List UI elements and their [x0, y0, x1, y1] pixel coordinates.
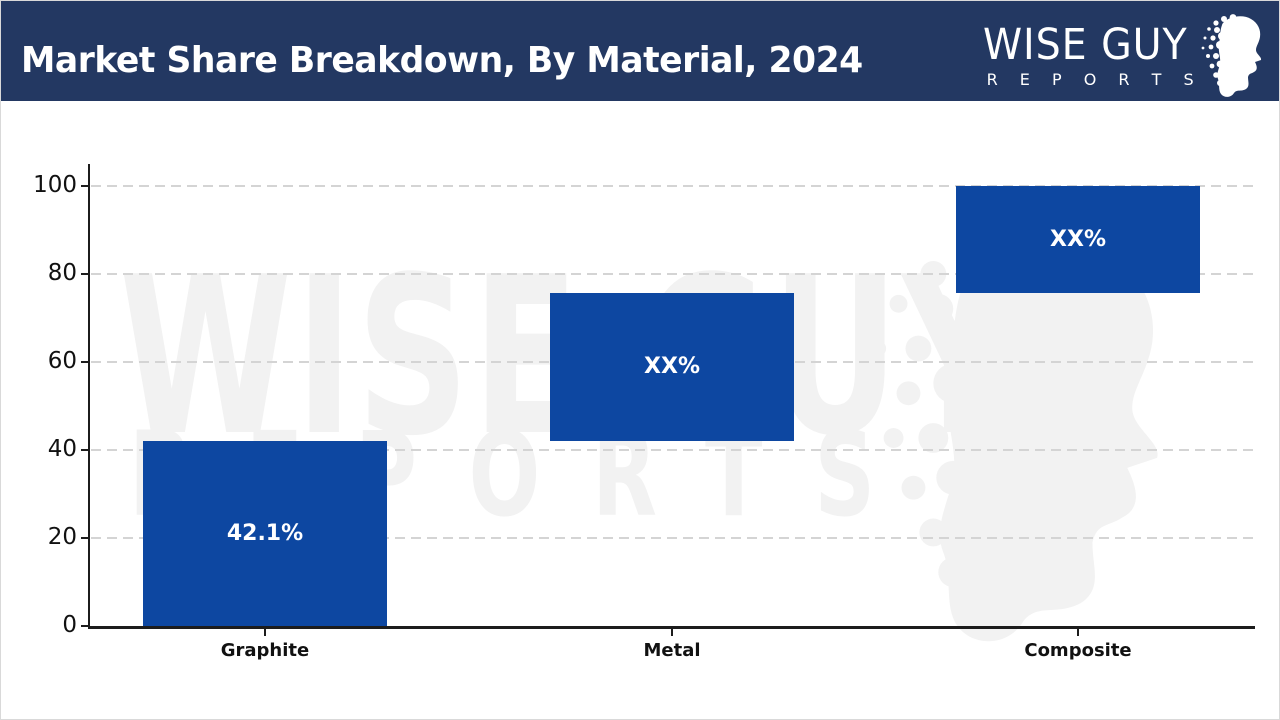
y-axis-line [88, 164, 90, 629]
x-tick-mark [1077, 629, 1079, 636]
x-tick-label: Graphite [220, 640, 310, 661]
brand-wordmark: WISE GUY R E P O R T S [982, 19, 1205, 89]
x-tick-label: Metal [643, 640, 701, 661]
bar-metal: XX% [550, 292, 794, 441]
bar-graphite: 42.1% [143, 440, 387, 626]
gridline [91, 449, 1254, 451]
y-tick-label: 0 [62, 612, 77, 638]
gridline [91, 273, 1254, 275]
y-tick-label: 60 [47, 348, 77, 374]
y-tick-mark [81, 273, 88, 275]
y-tick-label: 20 [47, 524, 77, 550]
y-tick-mark [81, 449, 88, 451]
y-tick-mark [81, 537, 88, 539]
x-tick-mark [264, 629, 266, 636]
bar-value-label: XX% [1050, 226, 1106, 252]
chart-area: WISE GUY REPORTS 0 20 40 60 80 100 42.1% Graphi… [1, 101, 1279, 719]
logo-head-icon [1201, 14, 1262, 97]
brand-logo: WISE GUY R E P O R T S [983, 14, 1267, 98]
gridline [91, 185, 1254, 187]
header-bar: Market Share Breakdown, By Material, 202… [1, 1, 1279, 101]
y-tick-mark [81, 625, 88, 627]
x-tick-mark [671, 629, 673, 636]
bar-composite: XX% [956, 186, 1200, 293]
y-tick-mark [81, 361, 88, 363]
logo-subtitle-text: R E P O R T S [986, 69, 1203, 89]
bar-value-label: XX% [644, 354, 700, 380]
bar-value-label: 42.1% [226, 520, 304, 546]
x-axis-line [88, 626, 1255, 629]
x-tick-label: Composite [1024, 640, 1132, 661]
y-tick-mark [81, 185, 88, 187]
logo-title-text: WISE GUY [982, 19, 1188, 70]
y-tick-label: 100 [33, 172, 77, 198]
y-tick-label: 80 [47, 260, 77, 286]
y-tick-label: 40 [47, 436, 77, 462]
gridline [91, 537, 1254, 539]
page-title: Market Share Breakdown, By Material, 202… [21, 39, 863, 81]
